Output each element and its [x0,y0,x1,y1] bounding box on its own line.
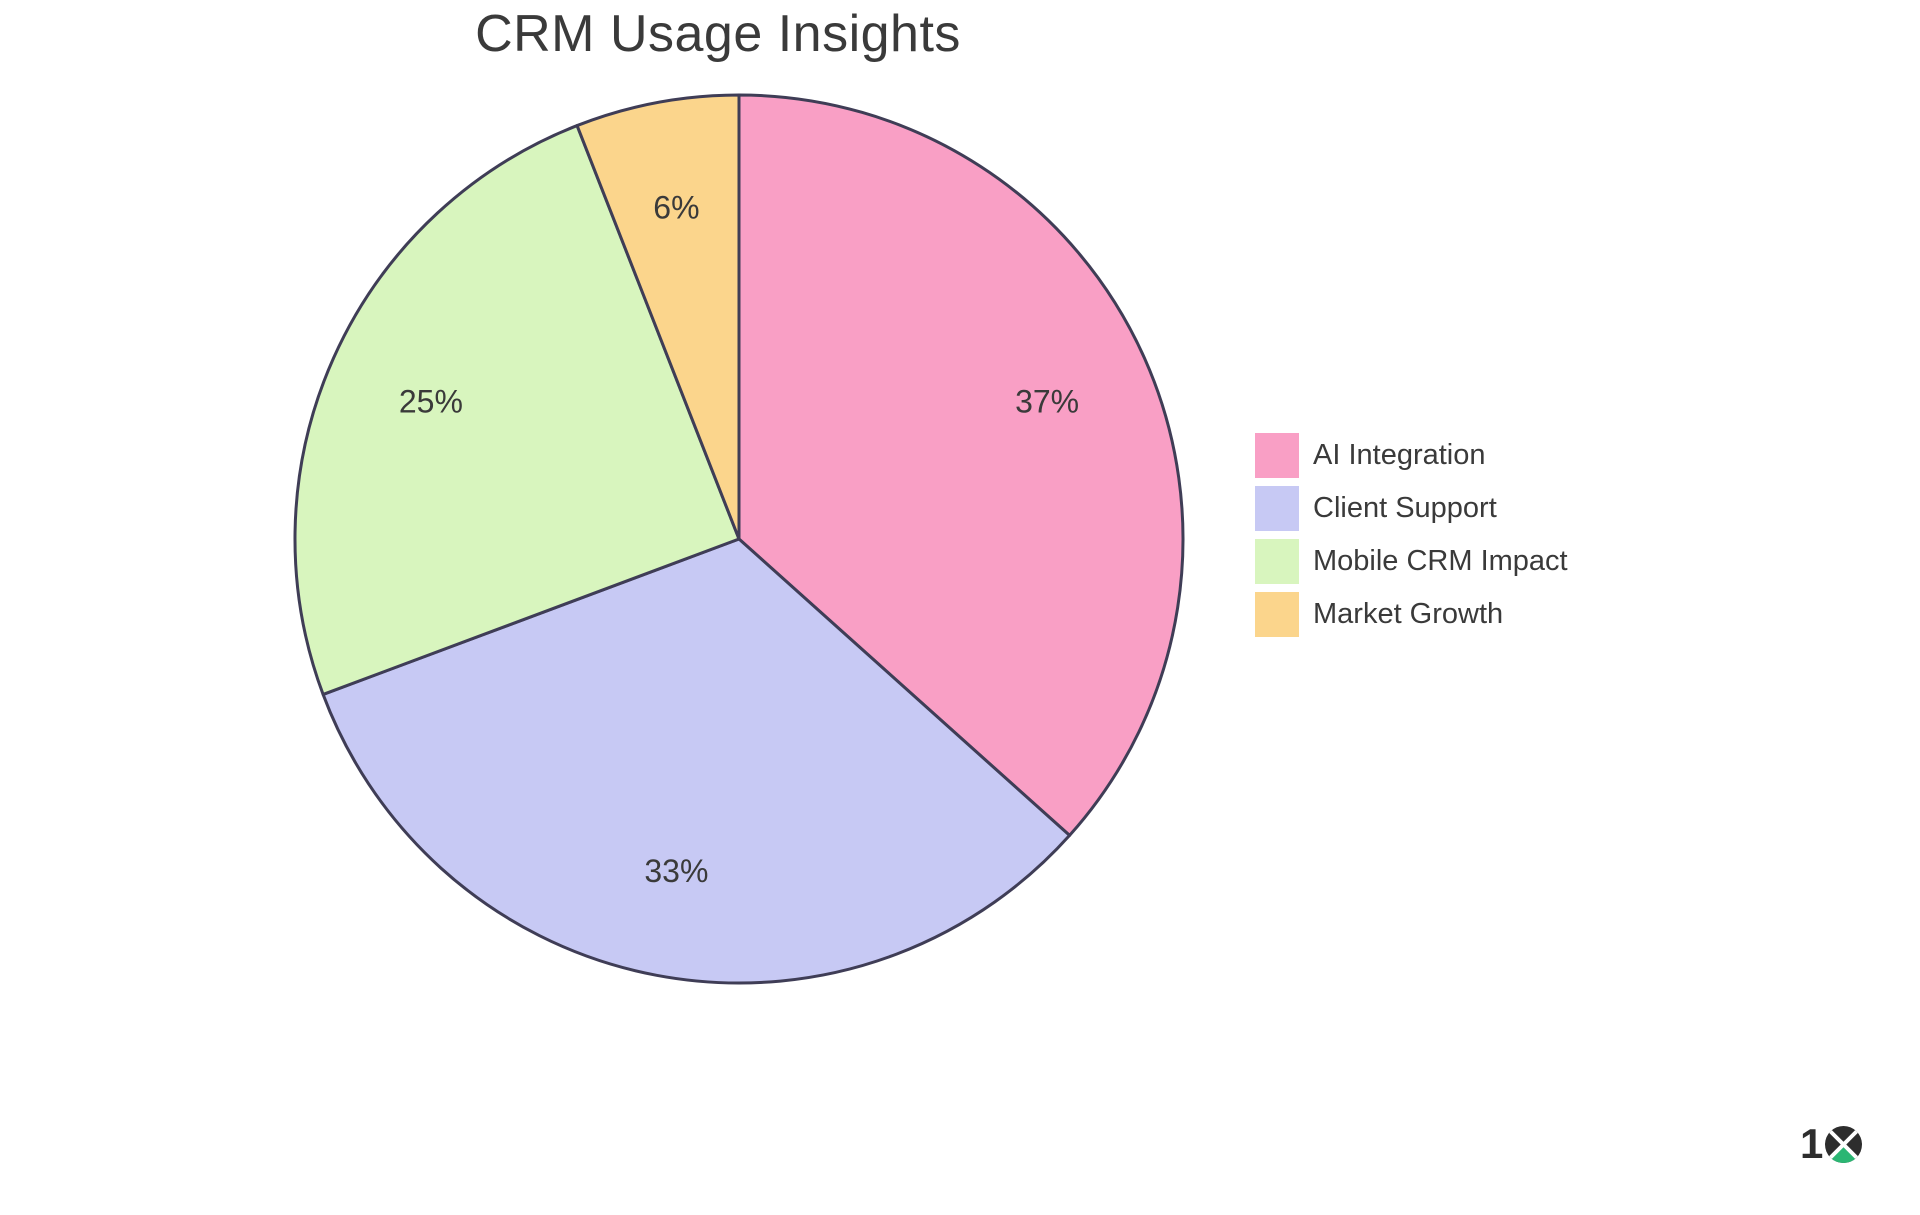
pie-slice-market-growth [575,93,741,541]
watermark: 1 [1800,1120,1863,1167]
chart-title: CRM Usage Insights [475,5,961,63]
legend-swatch-client-support [1255,486,1299,531]
legend-label-mobile-crm-impact: Mobile CRM Impact [1313,545,1568,577]
legend-swatch-market-growth [1255,592,1299,637]
pie-pct-label-mobile-crm-impact: 25% [399,384,463,420]
legend-label-market-growth: Market Growth [1313,598,1504,630]
legend-swatch-mobile-crm-impact [1255,539,1299,584]
legend: AI Integration Client Support Mobile CRM I… [1255,433,1568,637]
legend-item-ai-integration: AI Integration [1255,433,1568,478]
brand-logo-green-quadrant [1830,1144,1857,1163]
legend-swatch-ai-integration [1255,433,1299,478]
pie-pct-label-ai-integration: 37% [1015,384,1079,420]
legend-item-mobile-crm-impact: Mobile CRM Impact [1255,539,1568,584]
legend-item-client-support: Client Support [1255,486,1568,531]
pie-slice-client-support [321,537,1072,985]
legend-item-market-growth: Market Growth [1255,592,1568,637]
brand-logo-icon [1825,1125,1863,1163]
pie-slice-ai-integration [737,93,1185,837]
legend-label-ai-integration: AI Integration [1313,439,1486,471]
legend-label-client-support: Client Support [1313,492,1497,524]
pie-slice-mobile-crm-impact [293,124,741,696]
pie-pct-label-client-support: 33% [644,853,708,889]
pie-pct-label-market-growth: 6% [653,190,699,226]
watermark-text: 1 [1800,1120,1824,1167]
